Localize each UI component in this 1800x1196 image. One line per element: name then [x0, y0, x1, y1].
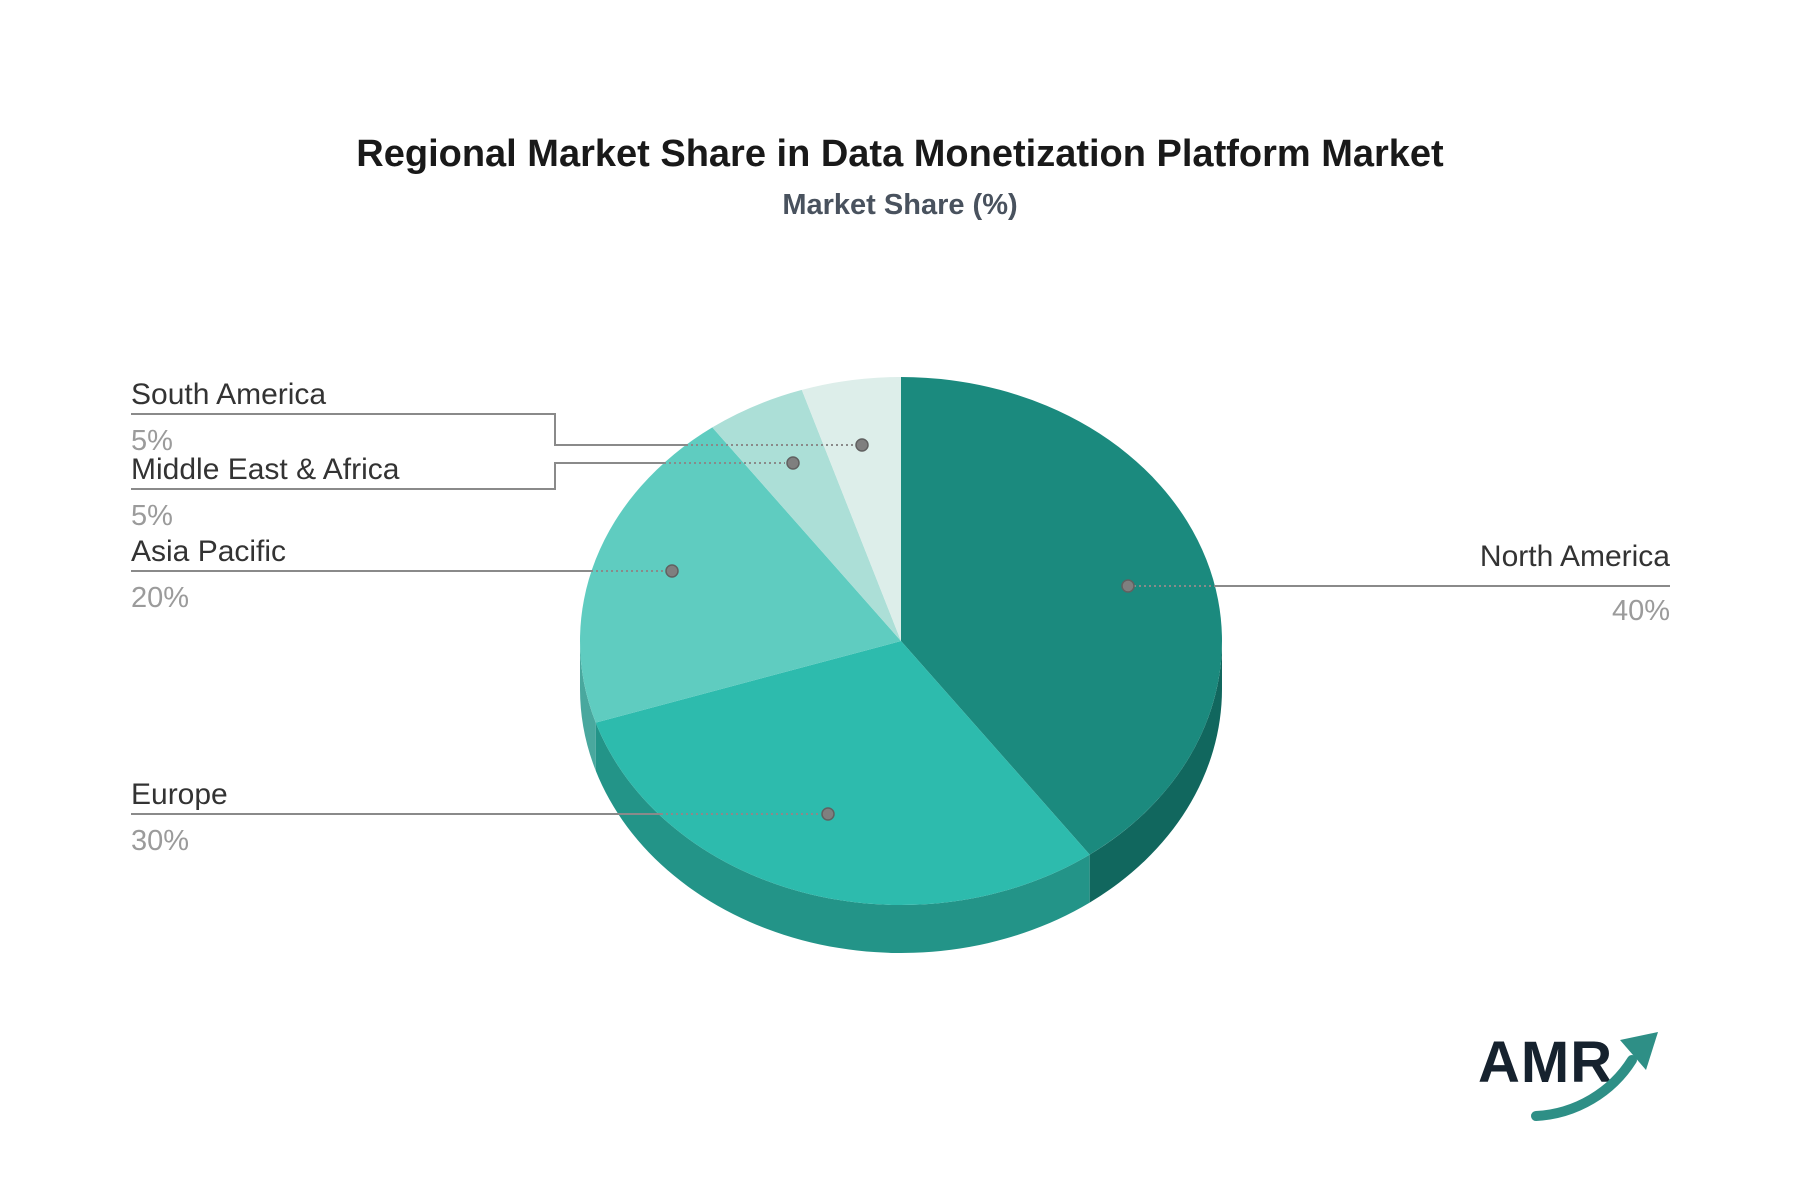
label-europe: Europe: [131, 778, 228, 811]
pie-slice-south-america: [801, 377, 901, 641]
leader-dot-north-america: [1121, 579, 1135, 593]
amr-logo-text: AMR: [1478, 1030, 1614, 1095]
chart-subtitle: Market Share (%): [782, 189, 1018, 221]
leader-dot-middle-east-africa: [786, 456, 800, 470]
value-europe: 30%: [131, 825, 190, 857]
pie-slice-side-asia-pacific: [580, 641, 596, 771]
amr-logo: AMR: [1478, 1030, 1678, 1133]
label-north-america: North America: [1479, 540, 1670, 573]
leader-line-south-america: [131, 413, 686, 446]
pie-slice-middle-east-africa: [712, 389, 901, 641]
leader-dot-south-america: [855, 438, 869, 452]
value-north-america: 40%: [1611, 595, 1670, 627]
value-middle-east-africa: 5%: [131, 500, 173, 532]
leader-dot-asia-pacific: [665, 564, 679, 578]
pie-slice-europe: [595, 641, 1090, 906]
logo-arrow-icon: [1531, 1032, 1658, 1121]
chart-title: Regional Market Share in Data Monetizati…: [356, 133, 1444, 175]
leader-line-middle-east-africa: [131, 462, 664, 490]
pie-slice-north-america: [901, 377, 1222, 855]
pie-slice-asia-pacific: [580, 427, 901, 723]
label-asia-pacific: Asia Pacific: [131, 535, 287, 568]
value-south-america: 5%: [131, 425, 173, 457]
leader-dot-europe: [821, 807, 835, 821]
value-asia-pacific: 20%: [131, 582, 190, 614]
label-south-america: South America: [131, 378, 327, 411]
pie-slice-side-north-america: [1089, 641, 1222, 903]
label-middle-east-africa: Middle East & Africa: [131, 453, 400, 486]
pie-slice-side-europe: [595, 722, 1090, 954]
